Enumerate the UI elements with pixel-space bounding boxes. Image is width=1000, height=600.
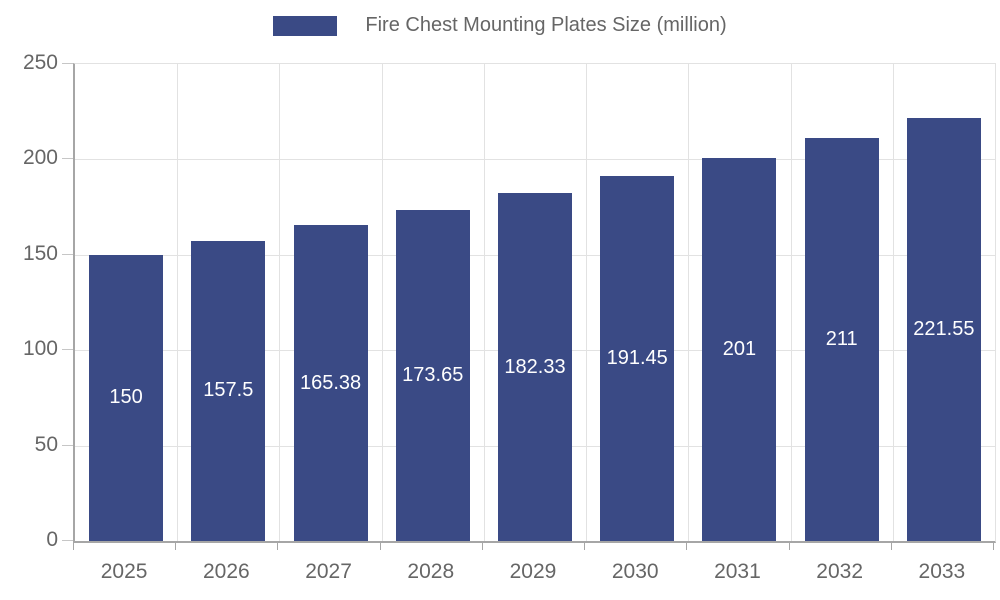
bar[interactable]: 211 xyxy=(804,138,879,541)
gridline-h xyxy=(75,159,995,161)
x-tick xyxy=(686,542,687,550)
legend[interactable]: Fire Chest Mounting Plates Size (million… xyxy=(0,14,1000,37)
legend-swatch xyxy=(273,15,338,36)
x-tick-label: 2032 xyxy=(816,560,864,583)
bar-value-label: 191.45 xyxy=(606,346,668,369)
y-tick xyxy=(62,158,73,160)
bar[interactable]: 157.5 xyxy=(191,240,266,541)
gridline-v xyxy=(279,64,280,541)
x-tick xyxy=(175,542,176,550)
y-tick-label: 250 xyxy=(22,51,58,74)
bar-value-label: 157.5 xyxy=(203,379,254,402)
y-tick xyxy=(62,444,73,446)
gridline-v xyxy=(791,64,792,541)
x-tick xyxy=(380,542,381,550)
x-tick-label: 2025 xyxy=(100,560,148,583)
y-tick xyxy=(62,349,73,351)
x-tick xyxy=(277,542,278,550)
bar[interactable]: 201 xyxy=(702,157,777,541)
x-tick-label: 2031 xyxy=(714,560,761,583)
gridline-v xyxy=(893,64,894,541)
gridline-v xyxy=(484,64,485,541)
y-tick-label: 0 xyxy=(46,528,58,551)
bar-value-label: 182.33 xyxy=(504,355,566,378)
gridline-v xyxy=(177,64,178,541)
bar[interactable]: 221.55 xyxy=(906,118,981,541)
y-tick-label: 100 xyxy=(22,337,58,361)
x-tick xyxy=(482,542,483,550)
bar-value-label: 165.38 xyxy=(299,371,362,394)
y-tick xyxy=(62,253,73,255)
x-tick xyxy=(891,542,892,550)
plot-area: 150 157.5 165.38 173.65 182.33 191.45 201 211 22… xyxy=(73,63,996,543)
bar[interactable]: 150 xyxy=(89,254,164,541)
bar-value-label: 150 xyxy=(109,386,143,409)
bar[interactable]: 191.45 xyxy=(600,175,675,541)
x-tick xyxy=(993,542,994,550)
y-tick xyxy=(62,540,73,541)
x-tick xyxy=(73,542,74,550)
bar[interactable]: 165.38 xyxy=(293,225,368,541)
x-tick-label: 2029 xyxy=(509,560,557,583)
y-tick xyxy=(62,63,73,64)
x-tick-label: 2027 xyxy=(305,560,352,583)
gridline-v xyxy=(688,64,689,541)
y-tick-label: 150 xyxy=(22,241,58,265)
legend-label: Fire Chest Mounting Plates Size (million… xyxy=(365,14,727,36)
x-tick-label: 2030 xyxy=(611,560,659,583)
x-tick-label: 2033 xyxy=(918,560,966,583)
x-tick-label: 2028 xyxy=(407,560,455,583)
bar-value-label: 201 xyxy=(722,337,757,360)
bar-value-label: 211 xyxy=(825,328,858,351)
bar-value-label: 173.65 xyxy=(402,363,464,386)
bar[interactable]: 182.33 xyxy=(498,193,572,541)
gridline-v xyxy=(382,64,383,541)
bar[interactable]: 173.65 xyxy=(395,209,470,541)
x-tick-label: 2026 xyxy=(202,560,250,583)
x-tick xyxy=(584,542,585,550)
x-tick xyxy=(789,542,790,550)
bar-value-label: 221.55 xyxy=(913,318,975,341)
y-tick-label: 200 xyxy=(22,146,58,170)
y-tick-label: 50 xyxy=(34,432,58,456)
gridline-v xyxy=(586,64,587,541)
